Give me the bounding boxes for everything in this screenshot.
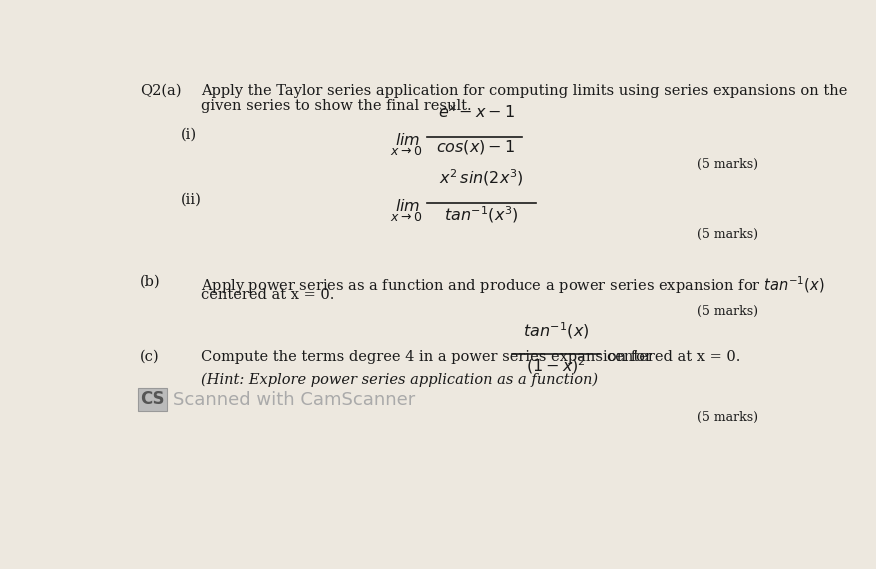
Text: (ii): (ii)	[180, 193, 201, 207]
Text: centered at x = 0.: centered at x = 0.	[201, 288, 335, 302]
Text: Scanned with CamScanner: Scanned with CamScanner	[173, 391, 415, 409]
Text: Apply power series as a function and produce a power series expansion for $\math: Apply power series as a function and pro…	[201, 274, 824, 296]
Text: $(1-x)^2$: $(1-x)^2$	[526, 355, 586, 376]
Text: (Hint: Explore power series application as a function): (Hint: Explore power series application …	[201, 373, 598, 387]
Text: $x^2\,\mathit{sin}(2x^3)$: $x^2\,\mathit{sin}(2x^3)$	[439, 167, 524, 188]
Text: (i): (i)	[180, 127, 197, 142]
Text: centered at x = 0.: centered at x = 0.	[607, 349, 740, 364]
Text: $x{\rightarrow}0$: $x{\rightarrow}0$	[390, 211, 422, 224]
Text: $\mathit{lim}$: $\mathit{lim}$	[394, 197, 420, 215]
Text: (b): (b)	[140, 274, 160, 288]
Text: (5 marks): (5 marks)	[696, 305, 758, 318]
Text: (c): (c)	[140, 349, 159, 364]
Text: $e^x - x - 1$: $e^x - x - 1$	[437, 105, 515, 122]
Text: (5 marks): (5 marks)	[696, 228, 758, 241]
Text: (5 marks): (5 marks)	[696, 158, 758, 171]
Text: Compute the terms degree 4 in a power series expansion for: Compute the terms degree 4 in a power se…	[201, 349, 652, 364]
Text: $\mathit{tan}^{-1}(x)$: $\mathit{tan}^{-1}(x)$	[523, 320, 590, 341]
Text: Q2(a): Q2(a)	[140, 84, 181, 98]
Text: CS: CS	[140, 390, 165, 409]
Text: $\mathit{tan}^{-1}(x^3)$: $\mathit{tan}^{-1}(x^3)$	[444, 204, 519, 225]
Text: (5 marks): (5 marks)	[696, 411, 758, 424]
Text: $\mathit{cos}(x) - 1$: $\mathit{cos}(x) - 1$	[436, 138, 516, 156]
Text: given series to show the final result.: given series to show the final result.	[201, 99, 472, 113]
Text: $x{\rightarrow}0$: $x{\rightarrow}0$	[390, 145, 422, 158]
Text: Apply the Taylor series application for computing limits using series expansions: Apply the Taylor series application for …	[201, 84, 847, 98]
Text: $\mathit{lim}$: $\mathit{lim}$	[394, 132, 420, 149]
